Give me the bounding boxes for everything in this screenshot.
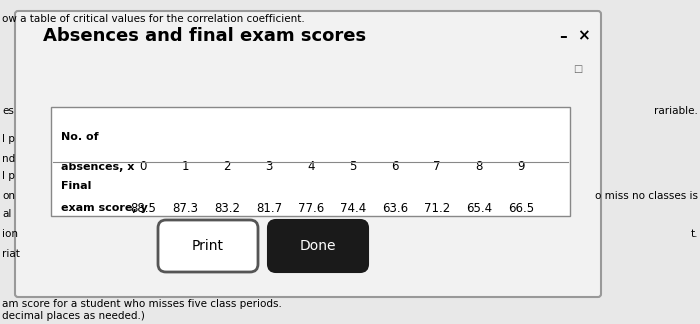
Text: Absences and final exam scores: Absences and final exam scores	[43, 27, 366, 45]
Text: es: es	[2, 106, 14, 116]
Text: 8: 8	[475, 160, 483, 173]
Text: 87.3: 87.3	[172, 202, 198, 214]
Text: am score for a student who misses five class periods.: am score for a student who misses five c…	[2, 299, 282, 309]
Text: Final: Final	[61, 181, 92, 191]
FancyBboxPatch shape	[158, 220, 258, 272]
Text: nd: nd	[2, 154, 15, 164]
Text: 77.6: 77.6	[298, 202, 324, 214]
Text: ow a table of critical values for the correlation coefficient.: ow a table of critical values for the co…	[2, 14, 304, 24]
Text: 83.2: 83.2	[214, 202, 240, 214]
FancyBboxPatch shape	[51, 107, 570, 216]
Text: 9: 9	[517, 160, 525, 173]
FancyBboxPatch shape	[268, 220, 368, 272]
Text: 63.6: 63.6	[382, 202, 408, 214]
Text: 0: 0	[139, 160, 147, 173]
FancyBboxPatch shape	[15, 11, 601, 297]
Text: 7: 7	[433, 160, 441, 173]
Text: l p: l p	[2, 134, 15, 144]
Text: Print: Print	[192, 239, 224, 253]
Text: 6: 6	[391, 160, 399, 173]
Text: –: –	[559, 29, 567, 43]
Text: 1: 1	[181, 160, 189, 173]
Text: exam score, y: exam score, y	[61, 203, 148, 213]
Text: □: □	[573, 64, 582, 74]
Text: decimal places as needed.): decimal places as needed.)	[2, 311, 145, 321]
Text: 3: 3	[265, 160, 273, 173]
Text: 5: 5	[349, 160, 357, 173]
Text: 71.2: 71.2	[424, 202, 450, 214]
Text: ion: ion	[2, 229, 18, 239]
Text: on: on	[2, 191, 15, 201]
Text: 65.4: 65.4	[466, 202, 492, 214]
Text: riat: riat	[2, 249, 20, 259]
Text: 81.7: 81.7	[256, 202, 282, 214]
Text: No. of: No. of	[61, 132, 99, 142]
Text: Done: Done	[300, 239, 336, 253]
Text: 66.5: 66.5	[508, 202, 534, 214]
Text: rariable.: rariable.	[654, 106, 698, 116]
Text: ×: ×	[577, 29, 589, 43]
Text: al: al	[2, 209, 11, 219]
Text: 4: 4	[307, 160, 315, 173]
Text: o miss no classes is: o miss no classes is	[595, 191, 698, 201]
Text: absences, x: absences, x	[61, 162, 134, 172]
Text: l p: l p	[2, 171, 15, 181]
Text: t.: t.	[690, 229, 698, 239]
Text: 74.4: 74.4	[340, 202, 366, 214]
Text: 2: 2	[223, 160, 231, 173]
Text: 88.5: 88.5	[130, 202, 156, 214]
